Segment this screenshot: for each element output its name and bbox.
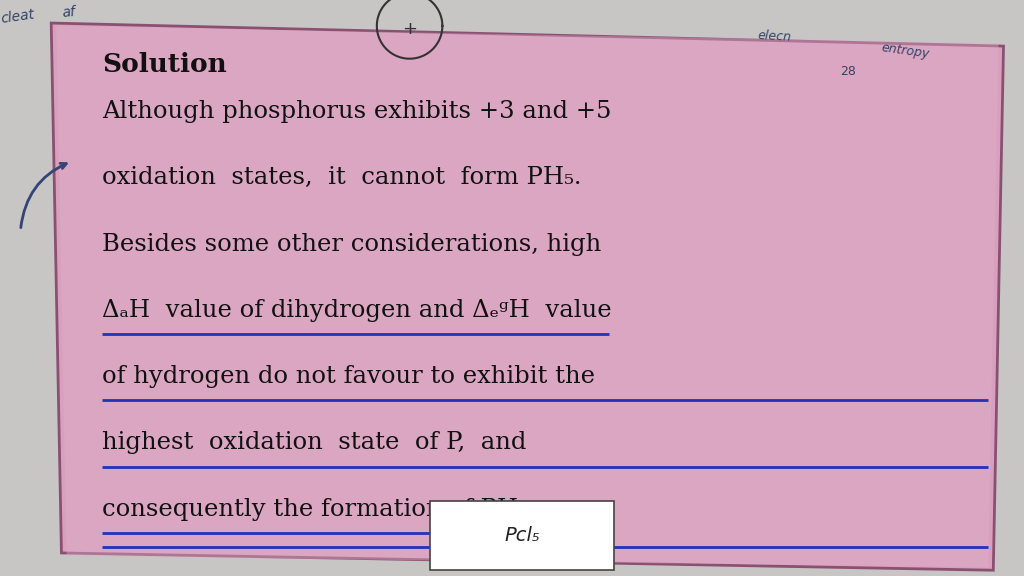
Text: ΔₐH  value of dihydrogen and ΔₑᵍH  value: ΔₐH value of dihydrogen and ΔₑᵍH value (102, 299, 612, 322)
Text: Although phosphorus exhibits +3 and +5: Although phosphorus exhibits +3 and +5 (102, 100, 612, 123)
Text: consequently the formation of PH₅.: consequently the formation of PH₅. (102, 498, 536, 521)
FancyBboxPatch shape (430, 501, 614, 570)
Text: elecn: elecn (758, 29, 793, 43)
Text: Solution: Solution (102, 52, 227, 77)
Text: oxidation  states,  it  cannot  form PH₅.: oxidation states, it cannot form PH₅. (102, 166, 582, 190)
Text: Besides some other considerations, high: Besides some other considerations, high (102, 233, 602, 256)
Text: 28: 28 (840, 65, 856, 78)
Text: +: + (402, 20, 417, 38)
Text: entropy: entropy (881, 41, 931, 60)
Polygon shape (51, 23, 1004, 570)
Text: of hydrogen do not favour to exhibit the: of hydrogen do not favour to exhibit the (102, 365, 595, 388)
Text: highest  oxidation  state  of P,  and: highest oxidation state of P, and (102, 431, 526, 454)
Text: af: af (61, 5, 76, 20)
Text: cleat: cleat (0, 7, 36, 26)
Polygon shape (56, 26, 998, 567)
Text: Pcl₅: Pcl₅ (505, 526, 540, 545)
